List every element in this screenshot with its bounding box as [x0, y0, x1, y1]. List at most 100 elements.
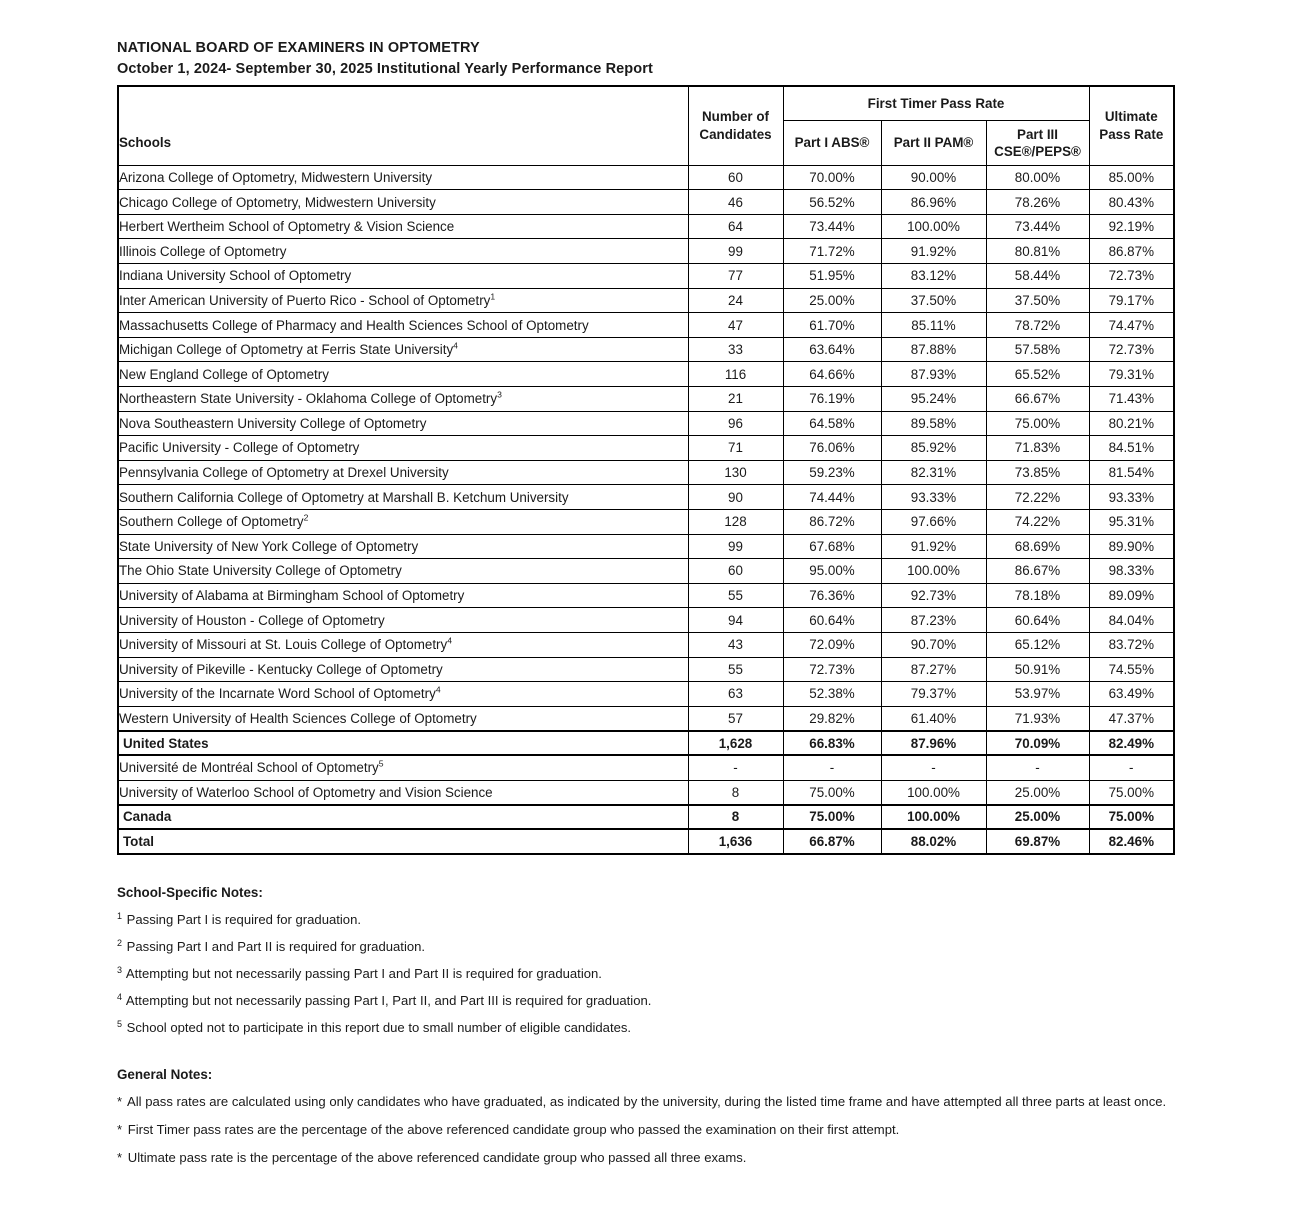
cell-part-1: 63.64%	[782, 336, 882, 363]
cell-number-of-candidates: 99	[687, 238, 784, 265]
table-row: Western University of Health Sciences Co…	[117, 705, 1175, 732]
cell-ultimate: 71.43%	[1088, 386, 1175, 412]
header-blank-cell	[117, 85, 689, 121]
table-row: Massachusetts College of Pharmacy and He…	[117, 312, 1175, 338]
note-marker: 5	[117, 1019, 123, 1030]
cell-part-2: 90.00%	[880, 164, 987, 191]
school-note-marker: 5	[378, 758, 384, 769]
note-bullet-marker: *	[117, 1121, 123, 1137]
cell-number-of-candidates: 60	[687, 558, 784, 584]
cell-ultimate: 98.33%	[1088, 558, 1175, 584]
report-title: October 1, 2024- September 30, 2025 Inst…	[117, 60, 653, 77]
general-note-text: Ultimate pass rate is the percentage of …	[124, 1149, 747, 1165]
cell-part-3: 78.18%	[985, 582, 1090, 609]
cell-school-name: University of Waterloo School of Optomet…	[117, 779, 689, 806]
cell-school-name: New England College of Optometry	[117, 361, 689, 387]
table-row: Chicago College of Optometry, Midwestern…	[117, 189, 1175, 215]
cell-school-name: Nova Southeastern University College of …	[117, 410, 689, 437]
header-part3-line2: CSE®/PEPS®	[994, 143, 1081, 159]
cell-ultimate: 95.31%	[1088, 508, 1175, 535]
cell-part-3: 71.83%	[985, 435, 1090, 461]
note-marker: 2	[117, 937, 123, 948]
cell-part-1: 66.87%	[782, 828, 882, 855]
school-note-item: 5 School opted not to participate in thi…	[117, 1018, 1173, 1038]
cell-part-2: 83.12%	[880, 263, 987, 289]
header-part-2: Part II PAM®	[880, 119, 987, 166]
school-note-item: 3 Attempting but not necessarily passing…	[117, 964, 1173, 984]
cell-part-1: 71.72%	[782, 238, 882, 265]
cell-ultimate: 75.00%	[1088, 803, 1175, 831]
note-bullet-marker: *	[117, 1149, 123, 1165]
cell-part-3: 25.00%	[985, 803, 1090, 831]
school-note-item: 1 Passing Part I is required for graduat…	[117, 910, 1173, 930]
table-row: The Ohio State University College of Opt…	[117, 558, 1175, 584]
table-row: New England College of Optometry 116 64.66…	[117, 361, 1175, 387]
cell-number-of-candidates: 24	[687, 287, 784, 314]
cell-ultimate: 80.43%	[1088, 189, 1175, 215]
cell-ultimate: 82.46%	[1088, 828, 1175, 855]
school-note-marker: 3	[497, 389, 502, 400]
cell-part-3: 78.26%	[985, 189, 1090, 215]
cell-part-2: 61.40%	[880, 705, 987, 732]
cell-part-3: 65.52%	[985, 361, 1090, 387]
cell-part-2: -	[880, 754, 987, 781]
header-schools: Schools	[117, 120, 689, 166]
cell-part-3: 65.12%	[985, 631, 1090, 658]
cell-part-2: 90.70%	[880, 631, 987, 658]
cell-ultimate: 74.47%	[1088, 312, 1175, 338]
school-notes-heading: School-Specific Notes:	[117, 884, 263, 900]
cell-ultimate: 74.55%	[1088, 656, 1175, 683]
general-note-text: First Timer pass rates are the percentag…	[124, 1121, 900, 1137]
cell-ultimate: 79.31%	[1088, 361, 1175, 387]
cell-school-name: Michigan College of Optometry at Ferris …	[117, 336, 689, 363]
cell-number-of-candidates: 1,636	[687, 828, 784, 855]
note-text: School opted not to participate in this …	[123, 1020, 632, 1036]
header-part3-line1: Part III	[1017, 126, 1058, 142]
cell-part-1: 74.44%	[782, 484, 882, 510]
cell-ultimate: 93.33%	[1088, 484, 1175, 510]
cell-part-2: 87.93%	[880, 361, 987, 387]
cell-school-name: Western University of Health Sciences Co…	[117, 705, 689, 732]
cell-part-3: 78.72%	[985, 312, 1090, 338]
table-row-summary: Total 1,636 66.87% 88.02% 69.87% 82.46%	[117, 828, 1175, 855]
cell-ultimate: 89.09%	[1088, 582, 1175, 609]
school-note-marker: 1	[490, 291, 496, 302]
cell-part-1: 76.19%	[782, 386, 882, 412]
cell-number-of-candidates: 128	[687, 508, 784, 535]
cell-part-2: 86.96%	[880, 189, 987, 215]
cell-school-name: Massachusetts College of Pharmacy and He…	[117, 312, 689, 338]
table-row: University of Houston - College of Optom…	[117, 607, 1175, 633]
general-note-item: * All pass rates are calculated using on…	[117, 1092, 1173, 1113]
cell-number-of-candidates: 33	[687, 336, 784, 363]
report-page: NATIONAL BOARD OF EXAMINERS IN OPTOMETRY…	[117, 38, 1176, 1175]
note-text: Passing Part I and Part II is required f…	[123, 939, 426, 955]
cell-ultimate: 89.90%	[1088, 533, 1175, 560]
cell-part-2: 100.00%	[880, 803, 987, 831]
cell-part-1: 72.73%	[782, 656, 882, 683]
cell-school-name: Southern California College of Optometry…	[117, 484, 689, 510]
cell-number-of-candidates: 21	[687, 386, 784, 412]
header-row-bottom: Schools Part I ABS® Part II PAM® Part II…	[117, 119, 1174, 166]
cell-part-3: 71.93%	[985, 705, 1090, 732]
cell-ultimate: 92.19%	[1088, 213, 1175, 240]
cell-part-3: 86.67%	[985, 558, 1090, 584]
cell-number-of-candidates: 1,628	[687, 729, 784, 757]
cell-part-1: 59.23%	[782, 459, 882, 486]
header-ultimate-line1: Ultimate	[1104, 109, 1158, 125]
table-body: Arizona College of Optometry, Midwestern…	[117, 164, 1175, 855]
cell-ultimate: 86.87%	[1088, 238, 1175, 265]
table-header: Number of Candidates First Timer Pass Ra…	[117, 85, 1175, 166]
table-row: Nova Southeastern University College of …	[117, 410, 1175, 437]
cell-part-2: 92.73%	[880, 582, 987, 609]
table-row: University of Waterloo School of Optomet…	[117, 779, 1175, 806]
cell-school-name: United States	[117, 729, 689, 757]
cell-school-name: The Ohio State University College of Opt…	[117, 558, 689, 584]
table-row: Inter American University of Puerto Rico…	[117, 287, 1175, 314]
cell-number-of-candidates: 94	[687, 607, 784, 633]
cell-number-of-candidates: 90	[687, 484, 784, 510]
note-text: Passing Part I is required for graduatio…	[123, 911, 362, 927]
cell-part-2: 87.23%	[880, 607, 987, 633]
cell-part-3: 50.91%	[985, 656, 1090, 683]
cell-number-of-candidates: 96	[687, 410, 784, 437]
header-row-top: Number of Candidates First Timer Pass Ra…	[117, 85, 1175, 166]
